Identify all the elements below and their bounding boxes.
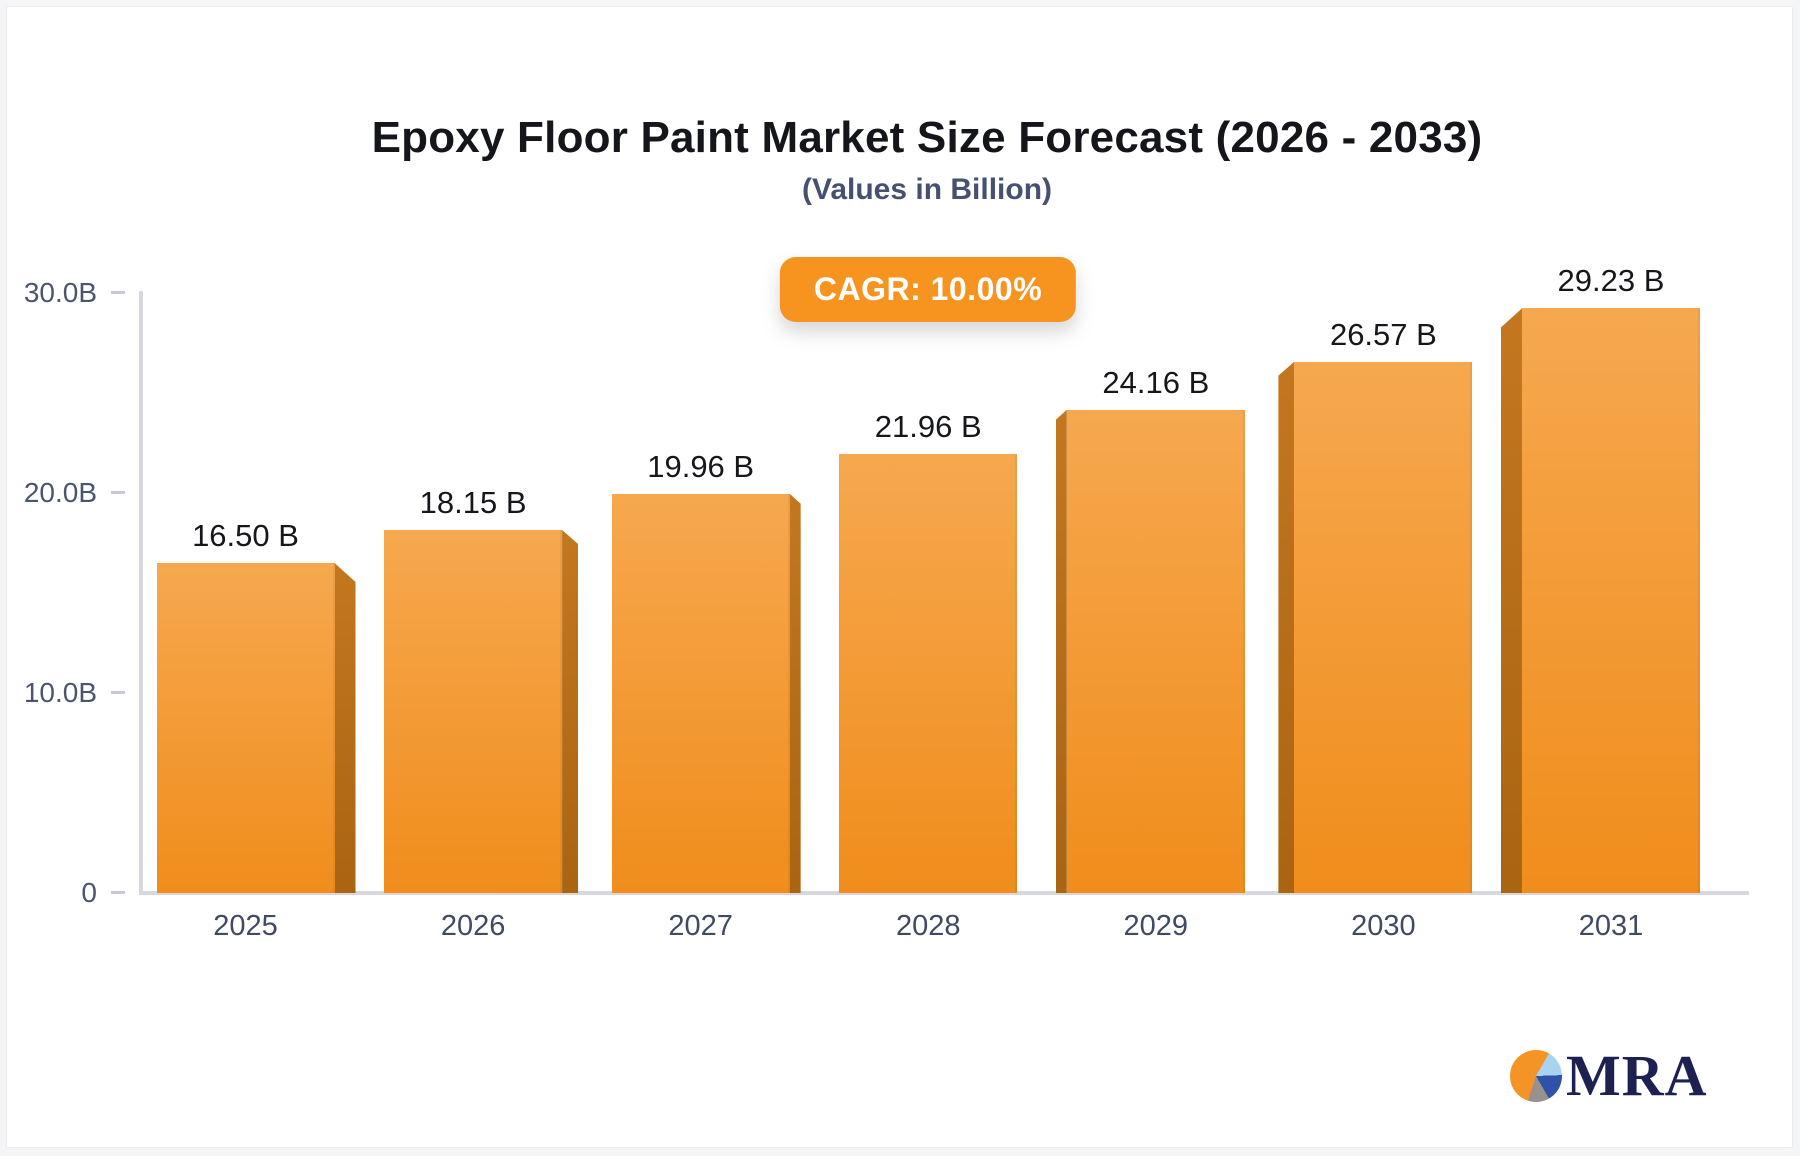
chart-title: Epoxy Floor Paint Market Size Forecast (… — [371, 113, 1483, 162]
bar-value-label: 29.23 B — [1557, 263, 1665, 299]
y-tick-label: 30.0B — [23, 277, 97, 308]
y-tick-mark — [111, 891, 125, 894]
bar-2029 — [1066, 409, 1245, 893]
chart-subtitle: (Values in Billion) — [801, 173, 1053, 206]
bar-side-panel — [1500, 308, 1522, 893]
x-axis-line — [139, 891, 1749, 895]
bar-side-panel — [334, 563, 356, 893]
bar-2027 — [611, 493, 790, 893]
y-axis-line — [139, 291, 143, 895]
logo-pie-icon — [1510, 1050, 1562, 1102]
cagr-badge: CAGR: 10.00% — [779, 257, 1077, 322]
y-tick-mark — [111, 291, 125, 294]
bar-2031 — [1521, 308, 1700, 893]
bar-value-label: 18.15 B — [419, 485, 527, 520]
chart-card: Epoxy Floor Paint Market Size Forecast (… — [6, 6, 1793, 1148]
bar-side-panel — [789, 493, 801, 893]
bar-value-label: 26.57 B — [1329, 316, 1437, 352]
bar-2030 — [1294, 361, 1473, 893]
brand-logo: MRA — [1510, 1045, 1708, 1107]
logo-text: MRA — [1566, 1043, 1708, 1108]
bar-value-label: 21.96 B — [874, 408, 982, 444]
x-axis-label: 2029 — [1123, 910, 1189, 942]
x-axis-label: 2025 — [213, 910, 278, 942]
bar-2025 — [156, 563, 335, 893]
bar-2026 — [384, 530, 563, 893]
x-axis-label: 2030 — [1351, 910, 1416, 942]
y-tick-label: 0 — [81, 877, 97, 908]
x-axis-label: 2031 — [1578, 910, 1644, 942]
x-axis-label: 2027 — [668, 910, 733, 942]
x-axis-label: 2028 — [895, 910, 961, 942]
y-tick-mark — [111, 491, 125, 494]
y-tick-label: 20.0B — [23, 477, 97, 508]
y-tick-label: 10.0B — [23, 677, 97, 708]
bar-side-panel — [1278, 361, 1295, 893]
bar-side-panel — [562, 530, 579, 893]
bar-side-panel — [1055, 409, 1067, 893]
bar-value-label: 19.96 B — [647, 448, 755, 484]
bar-value-label: 16.50 B — [192, 518, 299, 553]
bar-value-label: 24.16 B — [1102, 364, 1210, 400]
bar-2028 — [839, 453, 1018, 893]
x-axis-label: 2026 — [440, 910, 506, 942]
y-tick-mark — [111, 691, 125, 694]
